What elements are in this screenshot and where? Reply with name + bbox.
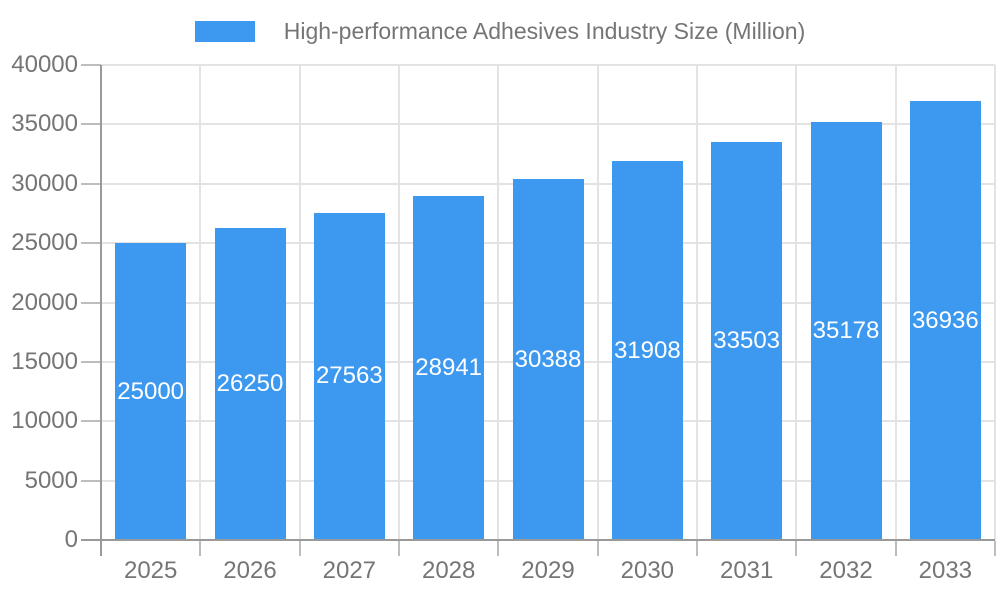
x-tick <box>596 541 599 556</box>
x-tick <box>298 541 301 556</box>
bar-value-label: 27563 <box>315 362 383 390</box>
x-gridline <box>199 65 202 540</box>
chart-legend[interactable]: High-performance Adhesives Industry Size… <box>0 18 1000 44</box>
y-tick <box>81 420 101 423</box>
x-tick <box>696 541 698 556</box>
y-tick <box>81 123 101 126</box>
x-tick <box>199 541 202 556</box>
y-axis-label: 10000 <box>11 407 78 435</box>
x-axis-label: 2026 <box>223 557 277 584</box>
x-tick <box>398 541 400 556</box>
y-tick <box>81 539 101 541</box>
x-tick <box>497 541 500 556</box>
bar-value-label: 31908 <box>613 336 681 364</box>
x-axis-label: 2032 <box>819 557 873 584</box>
x-axis-label: 2029 <box>521 557 575 584</box>
y-tick <box>81 360 101 363</box>
y-axis-line <box>100 65 102 556</box>
x-axis-label: 2025 <box>123 557 178 584</box>
y-axis-label: 30000 <box>11 169 78 197</box>
y-gridline <box>101 123 995 126</box>
x-gridline <box>994 65 996 540</box>
bar[interactable]: 27563 <box>313 212 385 540</box>
y-axis-label: 15000 <box>11 347 78 375</box>
bar[interactable]: 28941 <box>413 196 485 540</box>
y-tick <box>81 479 101 482</box>
x-tick <box>994 541 996 556</box>
y-tick <box>81 301 101 304</box>
bar[interactable]: 35178 <box>810 122 882 540</box>
plot-area: 25000 26250 27563 28941 30388 31908 33503 35178… <box>101 64 996 540</box>
bar[interactable]: 26250 <box>214 228 286 540</box>
x-axis-line <box>81 539 995 541</box>
y-axis-label: 20000 <box>11 288 78 316</box>
bar-value-label: 35178 <box>812 317 880 345</box>
y-axis-label: 5000 <box>24 466 78 494</box>
x-gridline <box>298 65 301 540</box>
y-tick <box>81 242 101 245</box>
bar[interactable]: 36936 <box>909 101 981 540</box>
bar[interactable]: 30388 <box>512 179 584 540</box>
x-axis-label: 2028 <box>421 557 476 584</box>
x-gridline <box>894 65 897 540</box>
y-axis-label: 0 <box>64 526 78 553</box>
x-tick <box>100 541 102 556</box>
y-gridline <box>101 64 995 66</box>
x-axis-label: 2030 <box>620 557 675 584</box>
bar-value-label: 36936 <box>911 306 979 334</box>
bar-value-label: 26250 <box>216 370 284 398</box>
y-tick <box>81 64 101 66</box>
bar-value-label: 25000 <box>117 377 185 405</box>
x-gridline <box>795 65 798 540</box>
x-gridline <box>497 65 500 540</box>
x-axis-label: 2027 <box>322 557 377 584</box>
y-tick <box>81 182 101 185</box>
x-axis-label: 2031 <box>719 557 774 584</box>
x-tick <box>894 541 897 556</box>
bar-value-label: 33503 <box>713 327 781 355</box>
y-axis-label: 40000 <box>11 51 78 78</box>
x-gridline <box>398 65 400 540</box>
bar[interactable]: 31908 <box>611 161 683 540</box>
x-axis-label: 2033 <box>918 557 973 584</box>
y-axis-label: 25000 <box>11 229 78 257</box>
y-axis-label: 35000 <box>11 110 78 138</box>
bar[interactable]: 25000 <box>115 243 187 540</box>
bar-value-label: 28941 <box>415 354 483 382</box>
x-gridline <box>596 65 599 540</box>
legend-label: High-performance Adhesives Industry Size… <box>283 18 806 44</box>
x-tick <box>795 541 798 556</box>
x-gridline <box>696 65 698 540</box>
bar-value-label: 30388 <box>514 345 582 373</box>
legend-swatch-icon <box>194 20 255 42</box>
bar[interactable]: 33503 <box>711 142 783 540</box>
